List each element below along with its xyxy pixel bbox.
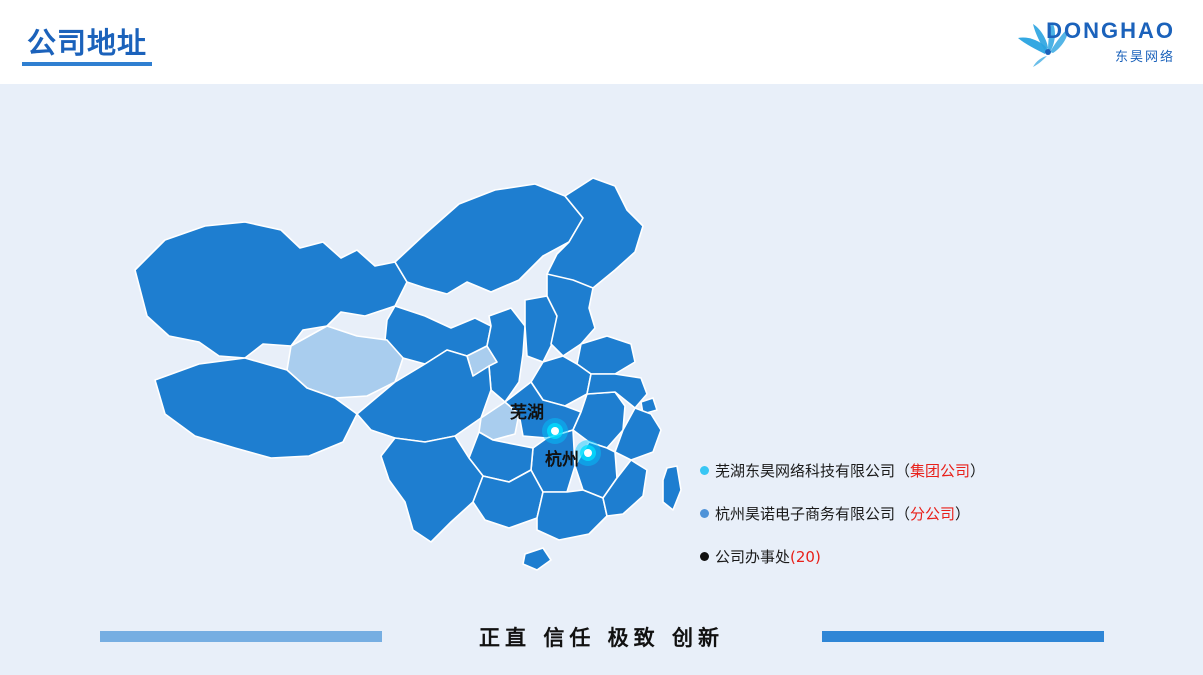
map-label-wuhu: 芜湖 xyxy=(510,403,544,423)
province-hainan xyxy=(522,547,552,571)
china-map-svg xyxy=(134,177,682,571)
legend-item-offices: 公司办事处 (20) xyxy=(700,546,1130,567)
province-anhui xyxy=(572,391,626,449)
legend-label-group: 芜湖东昊网络科技有限公司（ xyxy=(715,462,911,480)
legend-tag-offices: (20) xyxy=(790,547,821,566)
province-inner-mongolia xyxy=(394,183,584,295)
marker-wuhu-core xyxy=(551,427,559,435)
legend-tail-group: ） xyxy=(970,462,986,480)
legend-dot-offices xyxy=(700,552,709,561)
legend-item-branch-company: 杭州昊诺电子商务有限公司（ 分公司 ） xyxy=(700,503,1130,524)
footer-bar-right xyxy=(822,631,1104,642)
legend-dot-group xyxy=(700,466,709,475)
logo-subtitle: 东昊网络 xyxy=(1114,50,1175,65)
footer-bar-left xyxy=(100,631,382,642)
legend-item-group-company: 芜湖东昊网络科技有限公司（ 集团公司 ） xyxy=(700,460,1130,481)
china-map: 芜湖 杭州 xyxy=(95,130,715,610)
logo-wordmark: DONGHAO xyxy=(1046,18,1175,43)
title-underline xyxy=(22,62,152,66)
province-jiangsu xyxy=(586,373,648,409)
province-shaanxi xyxy=(486,307,526,403)
marker-hangzhou-core xyxy=(584,449,592,457)
fan-burst-icon xyxy=(1018,22,1069,67)
company-logo: DONGHAO 东昊网络 xyxy=(1015,10,1185,72)
province-fujian xyxy=(602,459,648,517)
legend-tag-branch: 分公司 xyxy=(910,505,956,523)
legend-tag-group: 集团公司 xyxy=(910,462,971,480)
legend-dot-branch xyxy=(700,509,709,518)
legend-tail-branch: ） xyxy=(955,505,971,523)
province-yunnan xyxy=(380,435,484,543)
legend-label-branch: 杭州昊诺电子商务有限公司（ xyxy=(715,505,911,523)
page-title: 公司地址 xyxy=(27,26,148,60)
slide-header: 公司地址 DONGHAO 东昊网络 xyxy=(0,0,1203,84)
legend: 芜湖东昊网络科技有限公司（ 集团公司 ） 杭州昊诺电子商务有限公司（ 分公司 ）… xyxy=(700,460,1130,589)
province-shandong xyxy=(576,335,636,375)
province-zhejiang xyxy=(614,407,662,461)
province-taiwan xyxy=(662,465,682,511)
map-label-hangzhou: 杭州 xyxy=(545,450,579,470)
legend-label-offices: 公司办事处 xyxy=(715,548,791,566)
footer-slogan: 正直 信任 极致 创新 xyxy=(479,626,724,650)
province-tibet xyxy=(154,357,358,459)
province-guangdong xyxy=(536,489,608,541)
